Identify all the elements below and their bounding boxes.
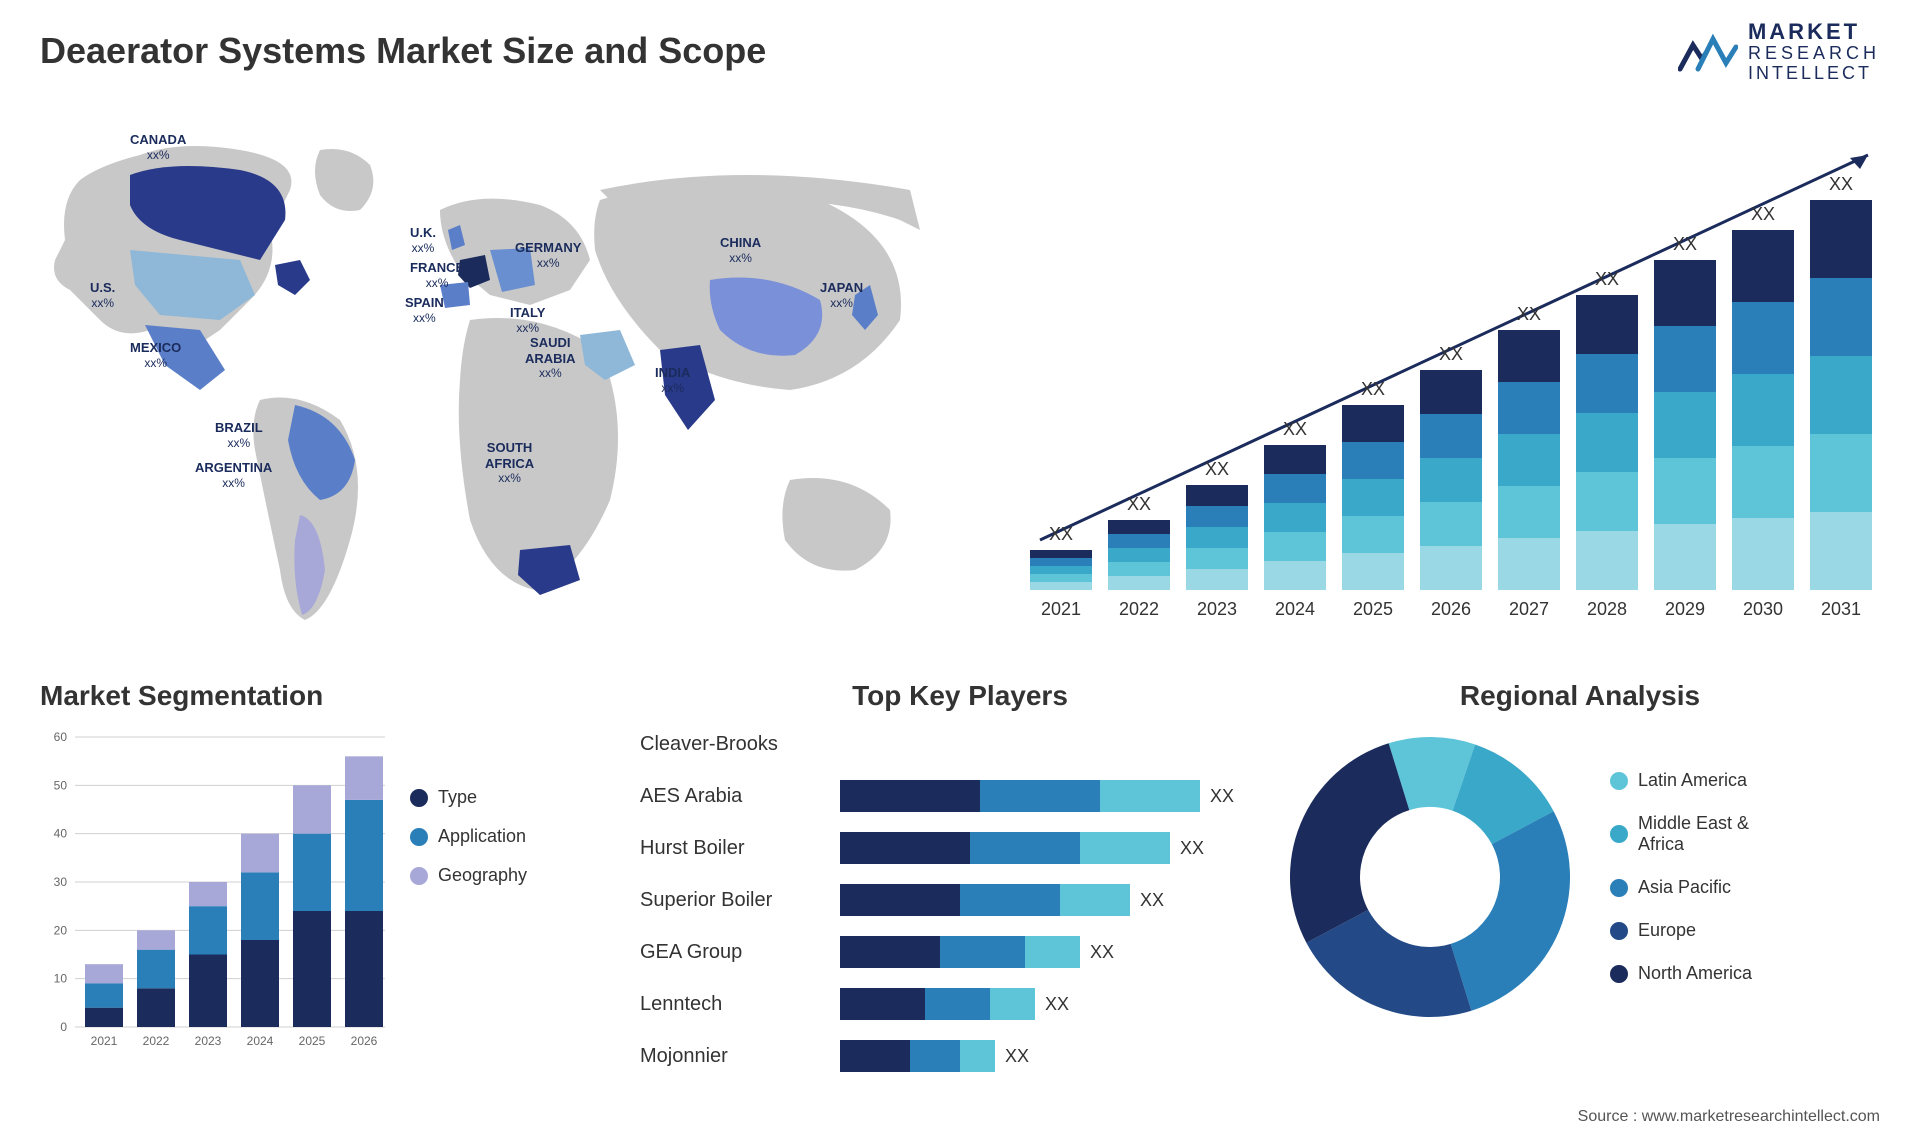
svg-text:2026: 2026 (351, 1034, 378, 1048)
legend-item: Application (410, 826, 527, 847)
key-player-row: Hurst Boiler XX (640, 826, 1280, 870)
logo-text-2: RESEARCH (1748, 44, 1880, 64)
svg-text:XX: XX (1673, 234, 1697, 254)
key-players-title: Top Key Players (640, 680, 1280, 712)
key-player-row: Superior Boiler XX (640, 878, 1280, 922)
logo-icon (1678, 27, 1738, 77)
country-label: SPAINxx% (405, 295, 444, 325)
country-label: JAPANxx% (820, 280, 863, 310)
key-player-row: AES Arabia XX (640, 774, 1280, 818)
svg-text:XX: XX (1283, 419, 1307, 439)
svg-text:2025: 2025 (1353, 599, 1393, 619)
svg-text:2025: 2025 (299, 1034, 326, 1048)
growth-bar-chart: XX 2021 XX 2022 XX 2023 XX 2024 XX 2025 XX 2026 XX 20… (1000, 130, 1880, 640)
svg-text:XX: XX (1517, 304, 1541, 324)
svg-text:2031: 2031 (1821, 599, 1861, 619)
svg-text:2028: 2028 (1587, 599, 1627, 619)
svg-text:XX: XX (1049, 524, 1073, 544)
svg-text:XX: XX (1751, 204, 1775, 224)
svg-text:2024: 2024 (1275, 599, 1315, 619)
legend-item: Latin America (1610, 770, 1752, 791)
segmentation-chart: 0 10 20 30 40 50 60 2021 2022 2023 2024 2025 2026 (40, 727, 390, 1067)
legend-item: Europe (1610, 920, 1752, 941)
svg-text:XX: XX (1829, 174, 1853, 194)
country-label: CHINAxx% (720, 235, 761, 265)
svg-text:0: 0 (60, 1020, 67, 1034)
world-map-svg (40, 120, 940, 640)
legend-item: Middle East &Africa (1610, 813, 1752, 855)
key-player-row: Mojonnier XX (640, 1034, 1280, 1078)
svg-text:2027: 2027 (1509, 599, 1549, 619)
svg-text:XX: XX (1595, 269, 1619, 289)
svg-text:10: 10 (54, 972, 68, 986)
svg-text:2021: 2021 (91, 1034, 118, 1048)
svg-text:XX: XX (1361, 379, 1385, 399)
svg-text:50: 50 (54, 778, 68, 792)
growth-chart-svg: XX 2021 XX 2022 XX 2023 XX 2024 XX 2025 XX 2026 XX 20… (1000, 130, 1880, 640)
segmentation-legend: Type Application Geography (410, 787, 527, 886)
country-label: MEXICOxx% (130, 340, 181, 370)
svg-text:XX: XX (1205, 459, 1229, 479)
key-player-row: GEA Group XX (640, 930, 1280, 974)
svg-text:XX: XX (1127, 494, 1151, 514)
legend-item: Asia Pacific (1610, 877, 1752, 898)
country-label: GERMANYxx% (515, 240, 581, 270)
svg-text:30: 30 (54, 875, 68, 889)
key-players-section: Top Key Players Cleaver-Brooks AES Arabi… (640, 680, 1280, 1086)
page-title: Deaerator Systems Market Size and Scope (40, 30, 766, 72)
logo-text-1: MARKET (1748, 20, 1880, 44)
country-label: CANADAxx% (130, 132, 186, 162)
regional-donut (1280, 727, 1580, 1027)
svg-text:2022: 2022 (1119, 599, 1159, 619)
svg-text:2023: 2023 (195, 1034, 222, 1048)
country-label: INDIAxx% (655, 365, 690, 395)
segmentation-section: Market Segmentation 0 10 20 30 40 50 60 2021 202… (40, 680, 590, 1067)
logo-text-3: INTELLECT (1748, 64, 1880, 84)
svg-text:2030: 2030 (1743, 599, 1783, 619)
svg-text:2023: 2023 (1197, 599, 1237, 619)
country-label: U.S.xx% (90, 280, 115, 310)
segmentation-title: Market Segmentation (40, 680, 590, 712)
regional-title: Regional Analysis (1280, 680, 1880, 712)
svg-text:40: 40 (54, 827, 68, 841)
svg-text:60: 60 (54, 730, 68, 744)
country-label: SAUDIARABIAxx% (525, 335, 576, 381)
regional-section: Regional Analysis Latin America Middle Ea… (1280, 680, 1880, 1027)
svg-text:2026: 2026 (1431, 599, 1471, 619)
country-label: U.K.xx% (410, 225, 436, 255)
world-map: CANADAxx% U.S.xx% MEXICOxx% BRAZILxx% ARGENT… (40, 120, 940, 640)
svg-text:XX: XX (1439, 344, 1463, 364)
regional-legend: Latin America Middle East &Africa Asia Pac… (1610, 770, 1752, 984)
svg-text:2021: 2021 (1041, 599, 1081, 619)
svg-text:2022: 2022 (143, 1034, 170, 1048)
country-label: FRANCExx% (410, 260, 464, 290)
key-player-row: Cleaver-Brooks (640, 722, 1280, 766)
country-label: SOUTHAFRICAxx% (485, 440, 534, 486)
svg-text:20: 20 (54, 923, 68, 937)
svg-text:2029: 2029 (1665, 599, 1705, 619)
country-label: BRAZILxx% (215, 420, 263, 450)
country-label: ITALYxx% (510, 305, 545, 335)
legend-item: Type (410, 787, 527, 808)
legend-item: North America (1610, 963, 1752, 984)
country-label: ARGENTINAxx% (195, 460, 272, 490)
brand-logo: MARKET RESEARCH INTELLECT (1678, 20, 1880, 84)
key-player-row: Lenntech XX (640, 982, 1280, 1026)
legend-item: Geography (410, 865, 527, 886)
key-players-rows: Cleaver-Brooks AES Arabia XX Hurst Boile… (640, 722, 1280, 1078)
svg-text:2024: 2024 (247, 1034, 274, 1048)
source-attribution: Source : www.marketresearchintellect.com (1578, 1108, 1880, 1126)
